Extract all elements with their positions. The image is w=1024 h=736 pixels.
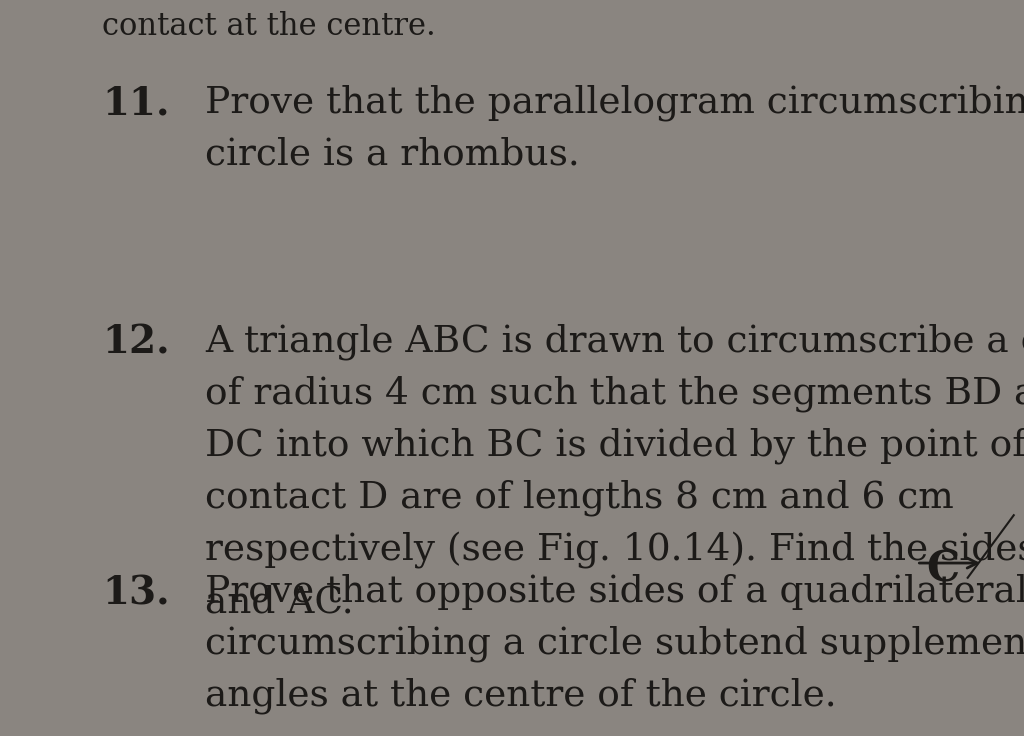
Text: 11.: 11. xyxy=(102,85,170,123)
Text: A triangle ABC is drawn to circumscribe a circle
of radius 4 cm such that the se: A triangle ABC is drawn to circumscribe … xyxy=(205,324,1024,620)
Text: contact at the centre.: contact at the centre. xyxy=(102,11,436,42)
Text: 12.: 12. xyxy=(102,324,170,362)
Text: 13.: 13. xyxy=(102,574,170,612)
Text: Prove that opposite sides of a quadrilateral
circumscribing a circle subtend sup: Prove that opposite sides of a quadrilat… xyxy=(205,574,1024,714)
Text: Prove that the parallelogram circumscribing a
circle is a rhombus.: Prove that the parallelogram circumscrib… xyxy=(205,85,1024,172)
Text: C: C xyxy=(927,548,959,590)
